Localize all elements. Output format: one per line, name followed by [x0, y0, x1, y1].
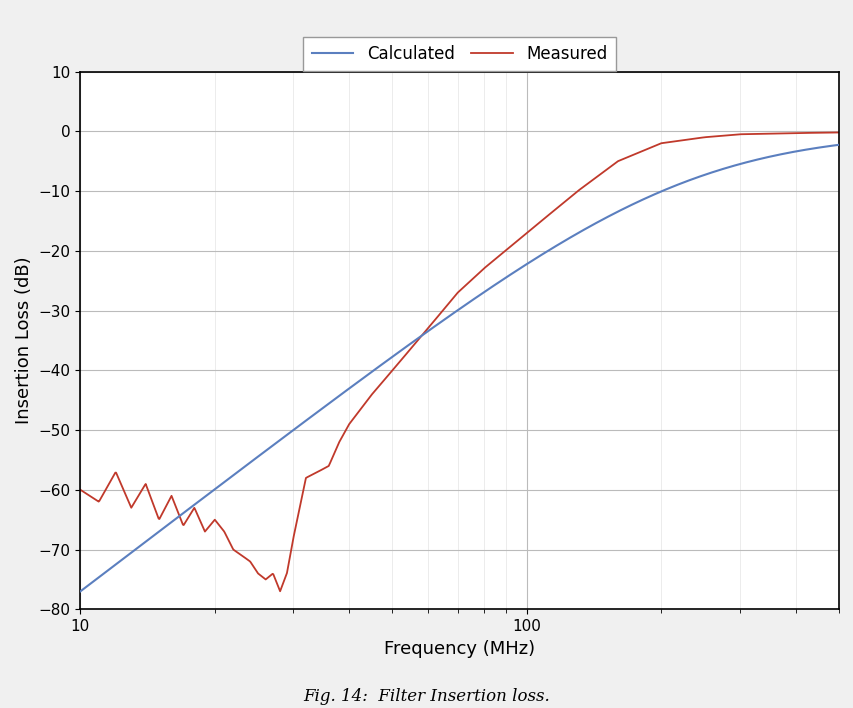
Measured	[275, 587, 285, 595]
Measured	[75, 486, 85, 494]
Measured	[833, 128, 843, 137]
Measured	[681, 135, 691, 144]
Line: Calculated: Calculated	[80, 145, 838, 591]
X-axis label: Frequency (MHz): Frequency (MHz)	[384, 639, 535, 658]
Line: Measured: Measured	[80, 132, 838, 591]
Calculated	[122, 552, 132, 560]
Calculated	[650, 190, 660, 198]
Calculated	[728, 161, 738, 170]
Calculated	[535, 251, 545, 260]
Legend: Calculated, Measured: Calculated, Measured	[303, 37, 615, 72]
Measured	[667, 137, 677, 146]
Y-axis label: Insertion Loss (dB): Insertion Loss (dB)	[15, 256, 33, 424]
Measured	[382, 372, 392, 380]
Text: Fig. 14:  Filter Insertion loss.: Fig. 14: Filter Insertion loss.	[304, 688, 549, 705]
Calculated	[75, 587, 85, 595]
Measured	[409, 339, 420, 348]
Measured	[153, 513, 163, 521]
Calculated	[558, 237, 568, 246]
Calculated	[515, 263, 525, 272]
Measured	[596, 169, 606, 177]
Calculated	[833, 141, 843, 149]
